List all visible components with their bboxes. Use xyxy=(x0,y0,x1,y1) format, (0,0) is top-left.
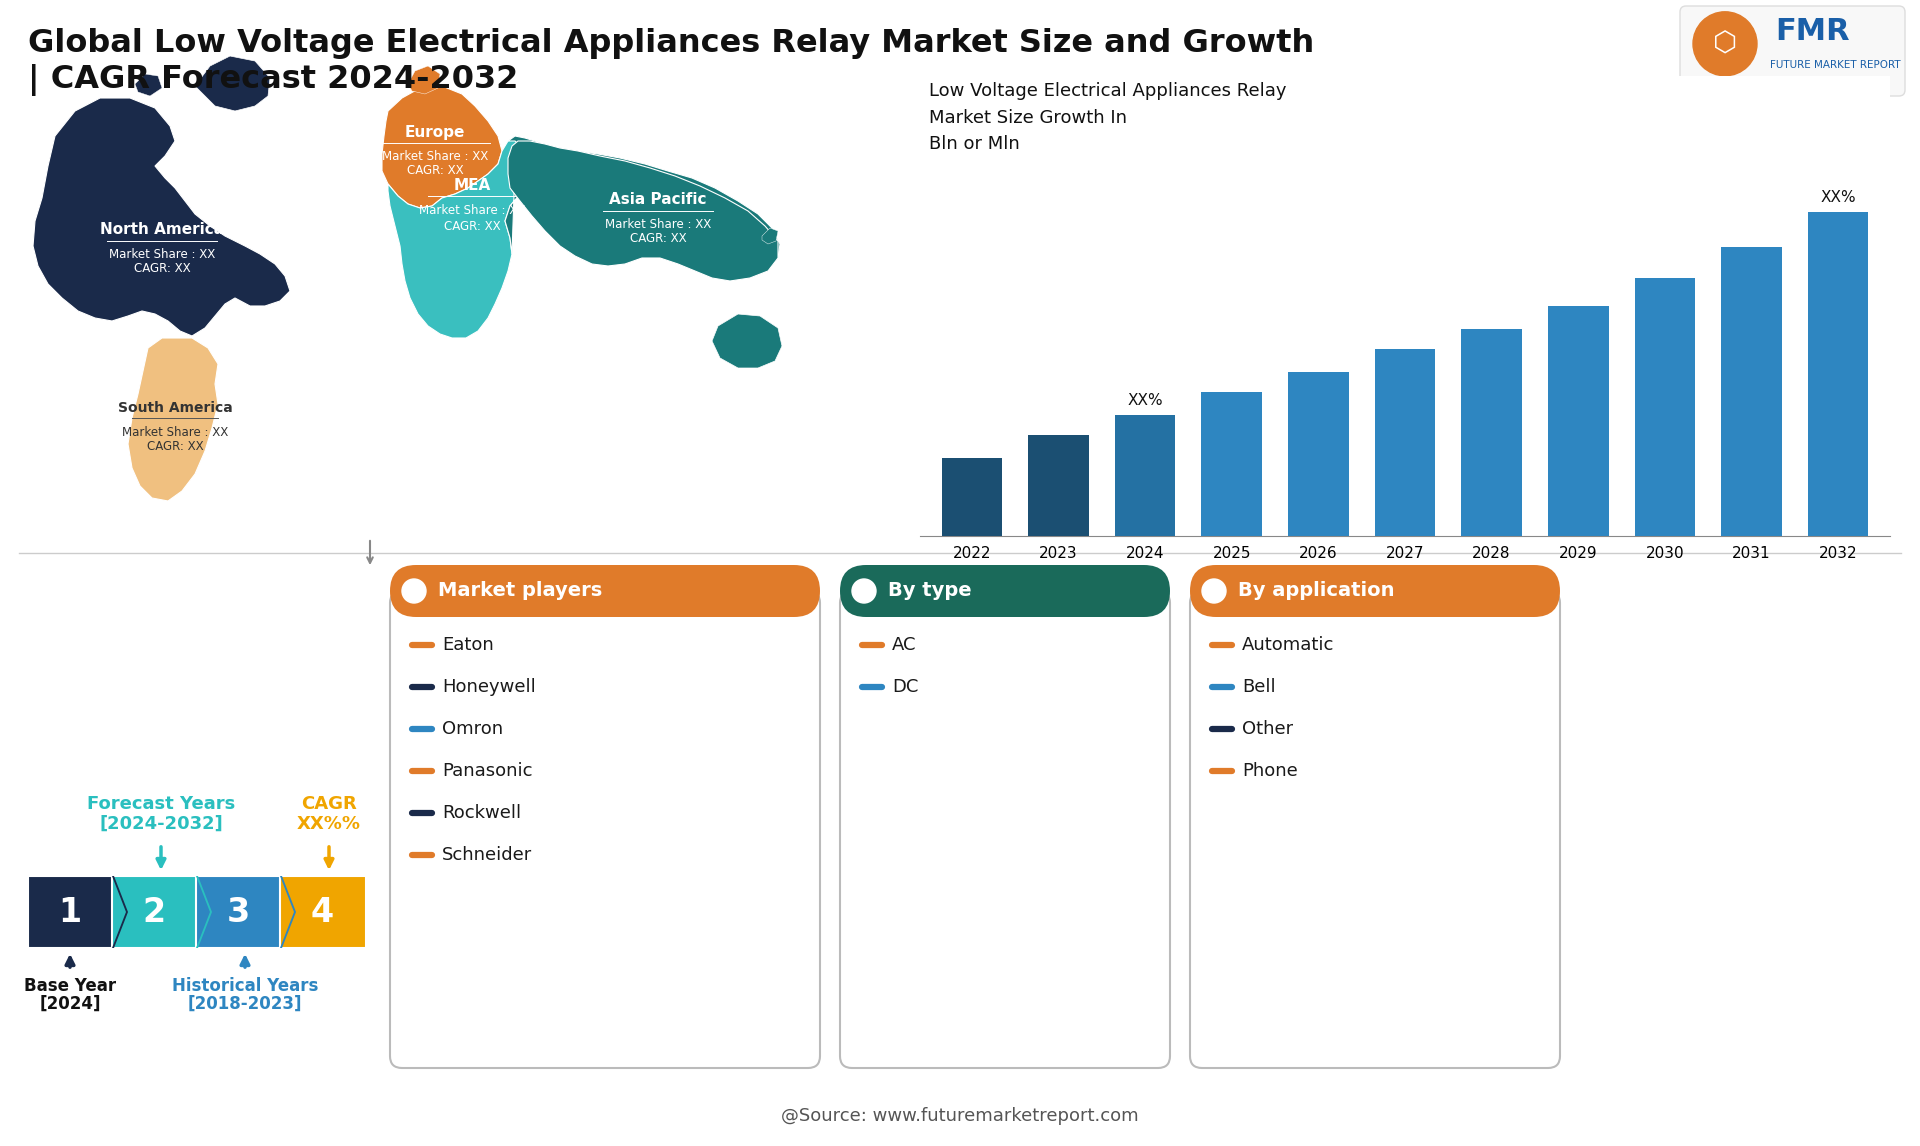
FancyBboxPatch shape xyxy=(841,591,1169,1068)
Text: XX%: XX% xyxy=(1127,393,1164,408)
Text: Phone: Phone xyxy=(1242,762,1298,780)
Text: MEA: MEA xyxy=(453,179,492,194)
Polygon shape xyxy=(129,338,219,501)
Text: 4: 4 xyxy=(311,895,334,928)
Polygon shape xyxy=(762,228,778,244)
Text: Honeywell: Honeywell xyxy=(442,678,536,696)
Polygon shape xyxy=(111,876,129,948)
FancyBboxPatch shape xyxy=(390,565,820,617)
Polygon shape xyxy=(196,56,271,111)
Text: Rockwell: Rockwell xyxy=(442,804,520,822)
Text: Panasonic: Panasonic xyxy=(442,762,532,780)
Text: CAGR: XX: CAGR: XX xyxy=(134,261,190,275)
Bar xyxy=(941,458,1002,536)
Text: 1: 1 xyxy=(58,895,81,928)
Polygon shape xyxy=(712,314,781,368)
Text: XX%: XX% xyxy=(1820,190,1857,205)
Text: Automatic: Automatic xyxy=(1242,636,1334,654)
Circle shape xyxy=(1693,11,1757,76)
FancyBboxPatch shape xyxy=(1680,6,1905,96)
Text: XX%%: XX%% xyxy=(298,815,361,833)
Text: By application: By application xyxy=(1238,581,1394,601)
Text: 2: 2 xyxy=(142,895,165,928)
Text: Base Year: Base Year xyxy=(23,978,115,995)
Text: Market Share : XX: Market Share : XX xyxy=(121,425,228,439)
Text: Market Share : XX: Market Share : XX xyxy=(419,204,526,217)
Bar xyxy=(29,876,113,948)
Text: Historical Years: Historical Years xyxy=(171,978,319,995)
Text: Market Share : XX: Market Share : XX xyxy=(605,218,710,230)
Polygon shape xyxy=(505,136,780,278)
Polygon shape xyxy=(33,99,290,336)
FancyBboxPatch shape xyxy=(390,591,820,1068)
Text: CAGR: XX: CAGR: XX xyxy=(407,164,463,176)
FancyBboxPatch shape xyxy=(1190,591,1559,1068)
Bar xyxy=(111,876,198,948)
Text: [2024]: [2024] xyxy=(38,995,100,1013)
Text: Market Share : XX: Market Share : XX xyxy=(109,248,215,260)
Circle shape xyxy=(1202,579,1227,603)
FancyBboxPatch shape xyxy=(1190,565,1559,617)
Text: DC: DC xyxy=(893,678,918,696)
Polygon shape xyxy=(509,141,778,281)
Text: Asia Pacific: Asia Pacific xyxy=(609,193,707,207)
Bar xyxy=(1288,372,1348,536)
Text: Bell: Bell xyxy=(1242,678,1275,696)
Bar xyxy=(1634,278,1695,536)
Text: CAGR: XX: CAGR: XX xyxy=(146,440,204,453)
Bar xyxy=(1029,434,1089,536)
FancyBboxPatch shape xyxy=(841,565,1169,617)
Circle shape xyxy=(401,579,426,603)
Text: CAGR: XX: CAGR: XX xyxy=(630,231,685,244)
Bar xyxy=(196,876,282,948)
Bar xyxy=(1720,248,1782,536)
Text: Other: Other xyxy=(1242,720,1294,738)
Bar xyxy=(1116,415,1175,536)
Text: [2018-2023]: [2018-2023] xyxy=(188,995,301,1013)
Bar xyxy=(1202,392,1261,536)
Text: [2024-2032]: [2024-2032] xyxy=(100,815,223,833)
Text: North America: North America xyxy=(100,222,225,237)
Polygon shape xyxy=(382,86,501,209)
Polygon shape xyxy=(196,876,211,948)
Bar xyxy=(280,876,367,948)
Text: Schneider: Schneider xyxy=(442,846,532,864)
Text: Market Share : XX: Market Share : XX xyxy=(382,149,488,163)
Text: CAGR: XX: CAGR: XX xyxy=(444,220,501,233)
Text: Europe: Europe xyxy=(405,125,465,140)
Text: ⬡: ⬡ xyxy=(1713,30,1738,57)
Text: South America: South America xyxy=(117,401,232,415)
Polygon shape xyxy=(280,876,296,948)
Text: @Source: www.futuremarketreport.com: @Source: www.futuremarketreport.com xyxy=(781,1107,1139,1125)
Text: | CAGR Forecast 2024-2032: | CAGR Forecast 2024-2032 xyxy=(29,64,518,96)
Text: Global Low Voltage Electrical Appliances Relay Market Size and Growth: Global Low Voltage Electrical Appliances… xyxy=(29,28,1315,58)
Polygon shape xyxy=(407,66,440,94)
Text: By type: By type xyxy=(887,581,972,601)
Polygon shape xyxy=(388,136,536,338)
Text: 3: 3 xyxy=(227,895,250,928)
Text: Forecast Years: Forecast Years xyxy=(86,795,234,813)
Text: CAGR: CAGR xyxy=(301,795,357,813)
Text: Eaton: Eaton xyxy=(442,636,493,654)
Text: FUTURE MARKET REPORT: FUTURE MARKET REPORT xyxy=(1770,60,1901,70)
Text: Omron: Omron xyxy=(442,720,503,738)
Text: FMR: FMR xyxy=(1774,17,1849,46)
Circle shape xyxy=(852,579,876,603)
Bar xyxy=(1375,348,1436,536)
Bar xyxy=(1809,212,1868,536)
Text: AC: AC xyxy=(893,636,916,654)
Text: Low Voltage Electrical Appliances Relay
Market Size Growth In
Bln or Mln: Low Voltage Electrical Appliances Relay … xyxy=(929,83,1286,154)
Text: Market players: Market players xyxy=(438,581,603,601)
Bar xyxy=(1548,306,1609,536)
Polygon shape xyxy=(134,74,161,96)
Bar xyxy=(1461,329,1523,536)
